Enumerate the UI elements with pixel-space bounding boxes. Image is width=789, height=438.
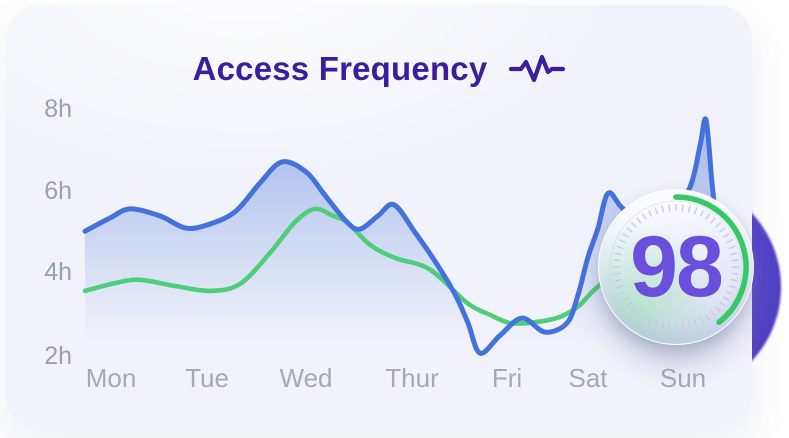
gauge-tick [648, 317, 653, 325]
gauge-tick [654, 319, 659, 327]
y-tick-label: 4h [44, 258, 72, 286]
gauge-tick [681, 322, 684, 330]
gauge-tick [726, 239, 734, 244]
gauge-tick [668, 322, 671, 330]
gauge-tick [726, 290, 734, 295]
y-tick-label: 6h [44, 177, 72, 205]
y-tick-label: 2h [44, 342, 72, 370]
gauge-tick [728, 284, 736, 289]
gauge-tick [731, 272, 739, 275]
x-day-label: Sun [659, 363, 707, 393]
x-day-label: Sat [568, 363, 608, 393]
score-gauge: 98 [591, 182, 761, 352]
gauge-tick [693, 207, 698, 215]
gauge-tick [730, 278, 738, 282]
gauge-value: 98 [630, 219, 724, 315]
gauge-tick [668, 204, 671, 212]
gauge-tick [687, 205, 691, 213]
gauge-tick [654, 207, 659, 215]
gauge-tick [661, 205, 665, 213]
card-header: Access Frequency [6, 50, 752, 88]
x-day-label: Thur [385, 363, 439, 393]
x-day-label: Fri [491, 363, 523, 393]
pulse-icon [509, 54, 566, 83]
y-tick-label: 8h [44, 95, 72, 123]
gauge-tick [728, 245, 736, 250]
x-day-label: Mon [85, 363, 137, 393]
gauge-tick [705, 314, 711, 321]
gauge-tick [681, 204, 684, 212]
gauge-tick [648, 209, 653, 217]
x-day-label: Wed [279, 363, 333, 393]
gauge-tick [731, 259, 739, 262]
gauge-tick [641, 314, 647, 321]
gauge-tick [699, 209, 704, 217]
gauge-tick [730, 252, 738, 256]
gauge-tick [693, 319, 698, 327]
x-day-label: Tue [185, 363, 229, 393]
gauge-tick [661, 321, 665, 329]
page-title: Access Frequency [192, 50, 488, 87]
gauge-tick [699, 317, 704, 325]
gauge-tick [687, 321, 691, 329]
